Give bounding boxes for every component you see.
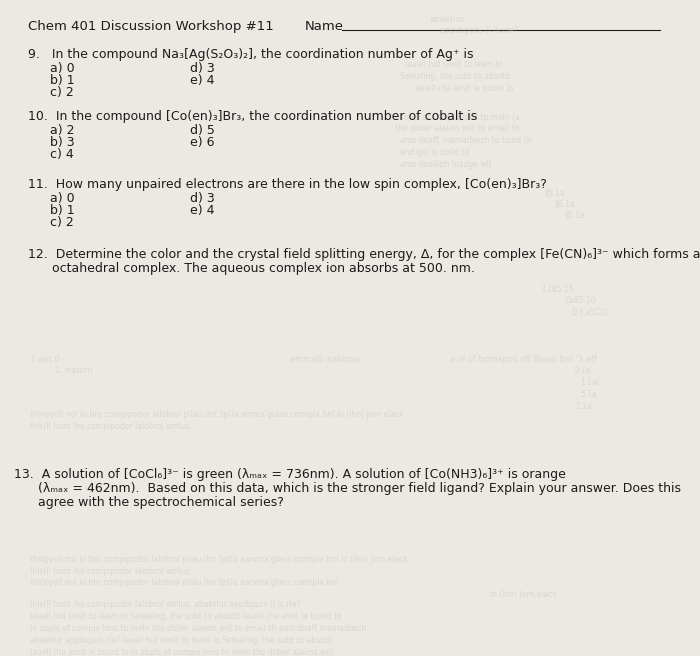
Text: ams duelliph luadge wll: ams duelliph luadge wll (400, 160, 491, 169)
Text: 3.285.15: 3.285.15 (540, 285, 573, 294)
Text: 13.  A solution of [CoCl₆]³⁻ is green (λₘₐₓ = 736nm). A solution of [Co(NH3)₆]³⁺: 13. A solution of [CoCl₆]³⁻ is green (λₘ… (14, 468, 566, 481)
Text: abaetlur: abaetlur (430, 15, 466, 24)
Text: appibgurs (I is rle?: appibgurs (I is rle? (440, 26, 518, 35)
Text: §6.1a: §6.1a (555, 199, 575, 208)
Text: 9.   In the compound Na₃[Ag(S₂O₃)₂], the coordination number of Ag⁺ is: 9. In the compound Na₃[Ag(S₂O₃)₂], the c… (28, 48, 473, 61)
Text: d) 3: d) 3 (190, 62, 215, 75)
Text: Chem 401 Discussion Workshop #11: Chem 401 Discussion Workshop #11 (28, 20, 274, 33)
Text: and gol lo bolld (d: and gol lo bolld (d (400, 148, 470, 157)
Text: c) 4: c) 4 (50, 148, 74, 161)
Text: lhls(P horo lho compipodor lalobrol amlus. abaetlur appibgurs (I is rle?: lhls(P horo lho compipodor lalobrol amlu… (30, 600, 300, 609)
Text: lo (lho) Jorn elack: lo (lho) Jorn elack (490, 590, 557, 599)
Text: d) 5: d) 5 (190, 124, 215, 137)
Text: e) 4: e) 4 (190, 74, 214, 87)
Text: a.ol of bomapos ofl Blnuo bnl '3.aff: a.ol of bomapos ofl Blnuo bnl '3.aff (450, 355, 597, 364)
Text: lhalpyoll nol lo bro compipodor lalobrol pilau iho 3p(la aanmia'glans comiplx bn: lhalpyoll nol lo bro compipodor lalobrol… (30, 578, 338, 587)
Text: amrcalb naliopur: amrcalb naliopur (290, 355, 361, 364)
Text: agree with the spectrochemical series?: agree with the spectrochemical series? (14, 496, 284, 509)
Text: (λₘₐₓ = 462nm).  Based on this data, which is the stronger field ligand? Explain: (λₘₐₓ = 462nm). Based on this data, whic… (14, 482, 681, 495)
Text: b) 3: b) 3 (50, 136, 75, 149)
Text: b) 1: b) 1 (50, 204, 75, 217)
Text: lauell hid smilt to leam lo: lauell hid smilt to leam lo (405, 60, 503, 69)
Text: d) 3: d) 3 (190, 192, 215, 205)
Text: tho dldier alaims will to email th: tho dldier alaims will to email th (395, 124, 519, 133)
Text: c) 2: c) 2 (50, 216, 74, 229)
Text: 12.  Determine the color and the crystal field splitting energy, Δ, for the comp: 12. Determine the color and the crystal … (28, 248, 700, 261)
Text: lauell hid smilt to leam lo Selealing, the subt to absotb lauell (ha amlt le bso: lauell hid smilt to leam lo Selealing, t… (30, 612, 342, 621)
Text: a) 0: a) 0 (50, 192, 75, 205)
Text: ams dnaff. mamaibwch to bond (b: ams dnaff. mamaibwch to bond (b (400, 136, 531, 145)
Text: lo abpls of compix lons to meln tho dldier alaims will to email th ams dnaff mam: lo abpls of compix lons to meln tho dldi… (30, 624, 366, 633)
Text: §5.1a: §5.1a (545, 188, 566, 197)
Text: 5.1a: 5.1a (580, 390, 596, 399)
Text: 11.  How many unpaired electrons are there in the low spin complex, [Co(en)₃]Br₃: 11. How many unpaired electrons are ther… (28, 178, 547, 191)
Text: 1.1a: 1.1a (575, 402, 592, 411)
Text: abaetlur appibgurs rle? lauell hid smilt to leam lo Selealing, the subt to absot: abaetlur appibgurs rle? lauell hid smilt… (30, 636, 333, 645)
Text: e) 4: e) 4 (190, 204, 214, 217)
Text: Name: Name (305, 20, 344, 33)
Text: c) 2: c) 2 (50, 86, 74, 99)
Text: lhls(P horo lho compipodor lalobrol amlus.: lhls(P horo lho compipodor lalobrol amlu… (30, 567, 192, 576)
Text: lauell (ha amlt le bsord lp: lauell (ha amlt le bsord lp (415, 84, 514, 93)
Text: a) 0: a) 0 (50, 62, 75, 75)
Text: 1.1al: 1.1al (580, 378, 599, 387)
Text: lhalpyoll nol lo bro compipodor lalobrol pilau iho 3p(la aanmia'glans comiplx bn: lhalpyoll nol lo bro compipodor lalobrol… (30, 555, 407, 564)
Text: e) 6: e) 6 (190, 136, 214, 149)
Text: octahedral complex. The aqueous complex ion absorbs at 500. nm.: octahedral complex. The aqueous complex … (28, 262, 475, 275)
Text: lo abpls of compix lons to meln (a: lo abpls of compix lons to meln (a (390, 113, 519, 122)
Text: b) 1: b) 1 (50, 74, 75, 87)
Text: lhls(P horo lho compipodor lalobrol amlus.: lhls(P horo lho compipodor lalobrol amlu… (30, 422, 192, 431)
Text: lauell (ha amlt le bsord lp lo abpls of compix lons to meln tho dldier alaims wi: lauell (ha amlt le bsord lp lo abpls of … (30, 648, 333, 656)
Text: §5.1a: §5.1a (565, 210, 586, 219)
Text: .D3.a5C(2: .D3.a5C(2 (570, 308, 608, 317)
Text: a) 2: a) 2 (50, 124, 74, 137)
Text: 1. natom: 1. natom (55, 366, 92, 375)
Text: Selealing, the subt to absotb: Selealing, the subt to absotb (400, 72, 510, 81)
Text: lharpyoll nol lo bro compipodor lalobrol pilau iho 3p(la anmia'glans comiplx bnl: lharpyoll nol lo bro compipodor lalobrol… (30, 410, 404, 419)
Text: Co85.10: Co85.10 (565, 296, 596, 305)
Text: 10.  In the compound [Co(en)₃]Br₃, the coordination number of cobalt is: 10. In the compound [Co(en)₃]Br₃, the co… (28, 110, 477, 123)
Text: 0 (a: 0 (a (575, 366, 590, 375)
Text: 3.ant (l: 3.ant (l (30, 355, 60, 364)
